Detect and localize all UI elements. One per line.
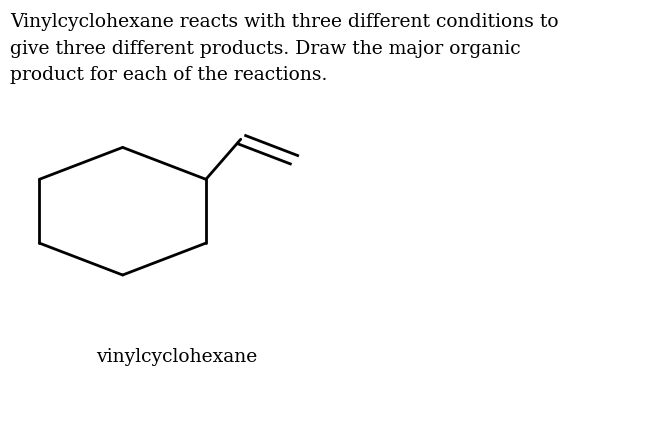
Text: Vinylcyclohexane reacts with three different conditions to
give three different : Vinylcyclohexane reacts with three diffe… [10,13,558,84]
Text: vinylcyclohexane: vinylcyclohexane [96,348,257,366]
